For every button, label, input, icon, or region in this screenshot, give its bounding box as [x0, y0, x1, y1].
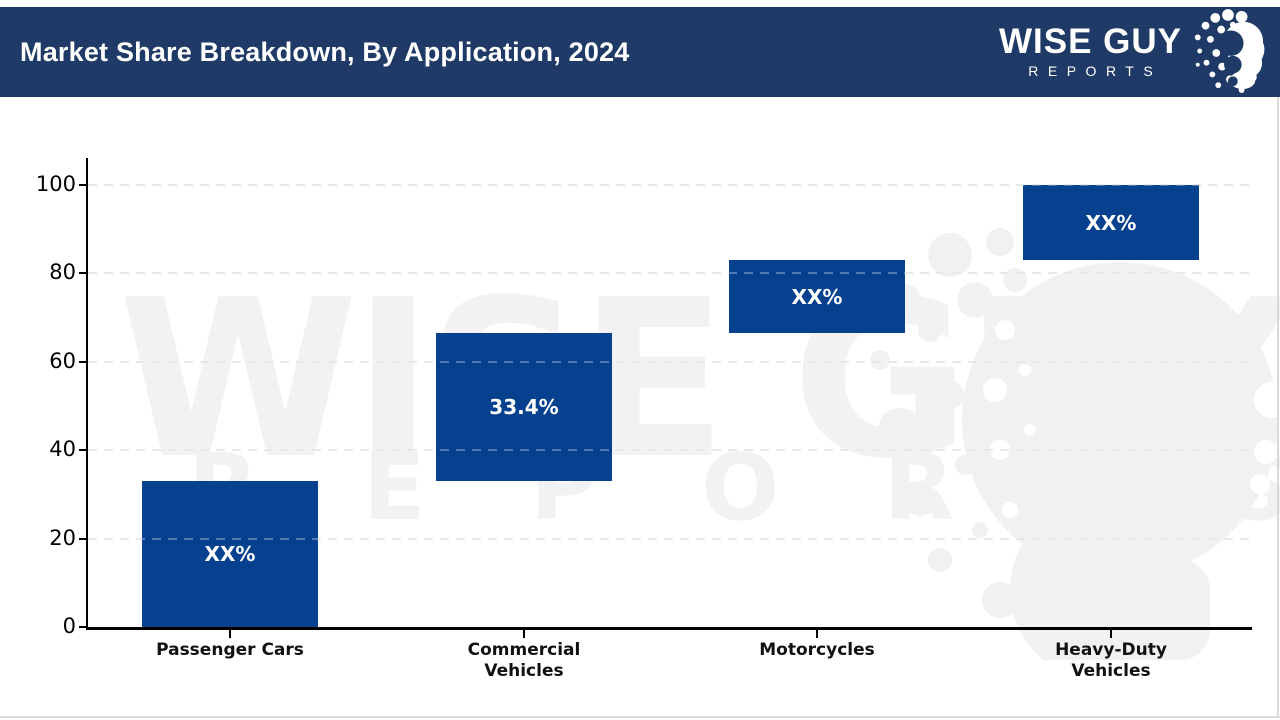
category-label-line: Commercial [467, 640, 581, 660]
bar-value-label: XX% [204, 541, 256, 566]
bar-value-label: XX% [1085, 210, 1137, 235]
bar-motorcycles: XX% [729, 260, 905, 334]
bar-commercial-vehicles: 33.4% [436, 333, 612, 481]
category-label-line: Heavy-Duty [1055, 640, 1167, 660]
category-label-line: Vehicles [1071, 661, 1151, 681]
logo-subtitle: REPORTS [1028, 63, 1163, 79]
y-axis-tick [79, 449, 86, 452]
y-axis-tick [79, 537, 86, 540]
y-axis-tick [79, 626, 86, 628]
x-axis-tick [523, 630, 525, 638]
logo-text: WISE GUY REPORTS [999, 24, 1182, 80]
gridline-overlay [88, 449, 1252, 452]
bar-heavy-duty-vehicles: XX% [1023, 185, 1199, 261]
category-label-line: Vehicles [484, 661, 564, 681]
category-label-commercial-vehicles: Commercial Vehicles [404, 640, 644, 682]
gridline [88, 449, 1252, 452]
y-axis-tick-label: 100 [35, 172, 76, 196]
gridline [88, 537, 1252, 540]
wise-guy-reports-logo: WISE GUY REPORTS [999, 8, 1280, 96]
category-label-motorcycles: Motorcycles [697, 640, 937, 661]
x-axis-tick [1110, 630, 1112, 638]
watermark-face-icon [870, 228, 1280, 660]
logo-wordmark: WISE GUY [998, 22, 1182, 61]
x-axis-tick [816, 630, 818, 638]
page-title: Market Share Breakdown, By Application, … [20, 36, 630, 67]
category-label-heavy-duty-vehicles: Heavy-Duty Vehicles [991, 640, 1231, 682]
y-axis-tick-label: 80 [49, 260, 76, 285]
gridline-overlay [88, 184, 1252, 186]
x-axis-tick [229, 630, 231, 638]
gridline [88, 184, 1252, 186]
bar-value-label: XX% [791, 284, 843, 309]
gridline-overlay [88, 537, 1252, 540]
category-label-line: Motorcycles [759, 640, 875, 660]
gridline [88, 272, 1252, 275]
gridline-overlay [88, 272, 1252, 275]
y-axis-tick [79, 184, 86, 186]
y-axis-tick-label: 0 [62, 614, 76, 638]
logo-face-icon [1194, 9, 1265, 93]
gridline [88, 360, 1252, 363]
y-axis-tick-label: 20 [49, 525, 76, 550]
page-frame-right [1277, 97, 1279, 717]
y-axis-tick [79, 360, 86, 363]
bar-passenger-cars: XX% [142, 480, 318, 627]
bar-value-label: 33.4% [489, 394, 559, 419]
header-banner: Market Share Breakdown, By Application, … [0, 7, 1280, 97]
y-axis-tick-label: 40 [49, 437, 76, 462]
category-label-line: Passenger Cars [156, 640, 304, 660]
page-frame-bottom [0, 716, 1280, 718]
category-label-passenger-cars: Passenger Cars [110, 640, 350, 661]
gridline-overlay [88, 360, 1252, 363]
y-axis-tick-label: 60 [49, 348, 76, 373]
x-axis-line [86, 627, 1252, 630]
y-axis-tick [79, 272, 86, 275]
y-axis-line [86, 158, 88, 630]
